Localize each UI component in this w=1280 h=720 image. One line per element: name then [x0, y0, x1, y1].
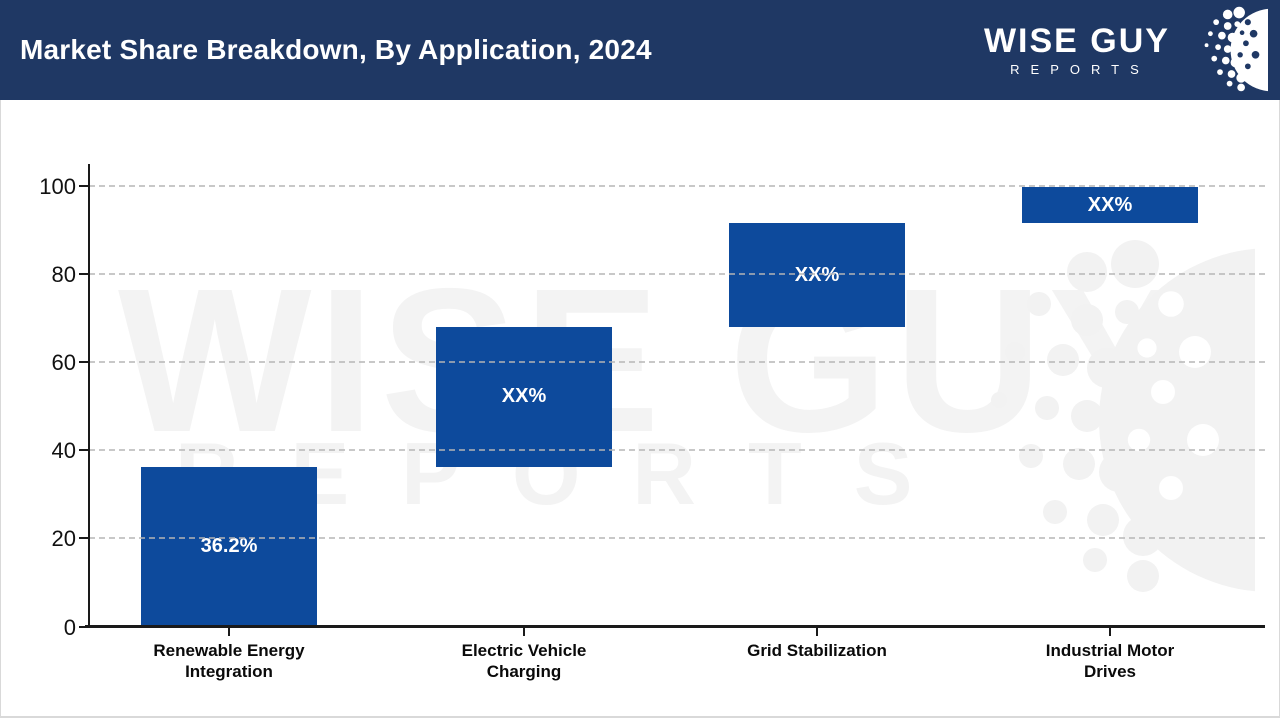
- y-tick-mark: [79, 184, 88, 187]
- x-category-label-line: Grid Stabilization: [747, 641, 887, 660]
- y-tick-label: 80: [51, 261, 76, 287]
- bar-value-label: XX%: [501, 385, 547, 408]
- waterfall-bar-segment: XX%: [436, 326, 612, 467]
- bar-value-label: XX%: [794, 263, 840, 286]
- y-tick-label: 100: [39, 173, 76, 199]
- dotted-head-icon: [1204, 6, 1268, 92]
- y-tick-mark: [79, 449, 88, 452]
- x-category-label-line: Integration: [185, 661, 273, 681]
- gridline: [89, 360, 1265, 363]
- logo-text: WISE GUY REPORTS: [984, 24, 1170, 77]
- x-axis-line: [85, 625, 1265, 628]
- waterfall-bar-segment: XX%: [729, 223, 905, 327]
- gridline: [89, 449, 1265, 452]
- x-category-label: Industrial Motor Drives: [970, 641, 1250, 682]
- x-category-label: Electric Vehicle Charging: [384, 641, 664, 682]
- x-tick-mark: [523, 628, 525, 636]
- y-tick-label: 0: [63, 614, 76, 640]
- x-tick-mark: [228, 628, 230, 636]
- y-tick-label: 20: [51, 526, 76, 552]
- x-category-label-line: Industrial Motor: [1045, 641, 1175, 660]
- x-category-label-line: Drives: [1084, 661, 1136, 681]
- y-tick-mark: [79, 360, 88, 363]
- x-category-label-line: Electric Vehicle: [461, 641, 587, 660]
- y-tick-mark: [79, 272, 88, 275]
- wise-guy-reports-logo: WISE GUY REPORTS: [984, 6, 1268, 94]
- gridline: [89, 537, 1265, 540]
- waterfall-bar-segment: 36.2%: [141, 466, 317, 627]
- waterfall-bar-segment: XX%: [1022, 187, 1198, 224]
- bar-value-label: XX%: [1087, 193, 1133, 216]
- y-tick-label: 40: [51, 438, 76, 464]
- page-title: Market Share Breakdown, By Application, …: [20, 34, 652, 65]
- y-tick-mark: [79, 537, 88, 540]
- y-tick-label: 60: [51, 349, 76, 375]
- bar-value-label: 36.2%: [200, 535, 258, 558]
- header-band: Market Share Breakdown, By Application, …: [0, 0, 1280, 100]
- x-category-label-line: Charging: [486, 661, 562, 681]
- gridline: [89, 272, 1265, 275]
- logo-wordmark: WISE GUY: [983, 21, 1170, 60]
- x-tick-mark: [816, 628, 818, 636]
- y-tick-mark: [79, 625, 88, 628]
- x-tick-mark: [1109, 628, 1111, 636]
- logo-subtitle: REPORTS: [1010, 61, 1150, 77]
- y-axis-spine: [88, 164, 90, 628]
- x-category-label: Grid Stabilization: [677, 641, 957, 662]
- x-category-label: Renewable Energy Integration: [89, 641, 369, 682]
- gridline: [89, 184, 1265, 187]
- x-category-label-line: Renewable Energy: [153, 641, 305, 660]
